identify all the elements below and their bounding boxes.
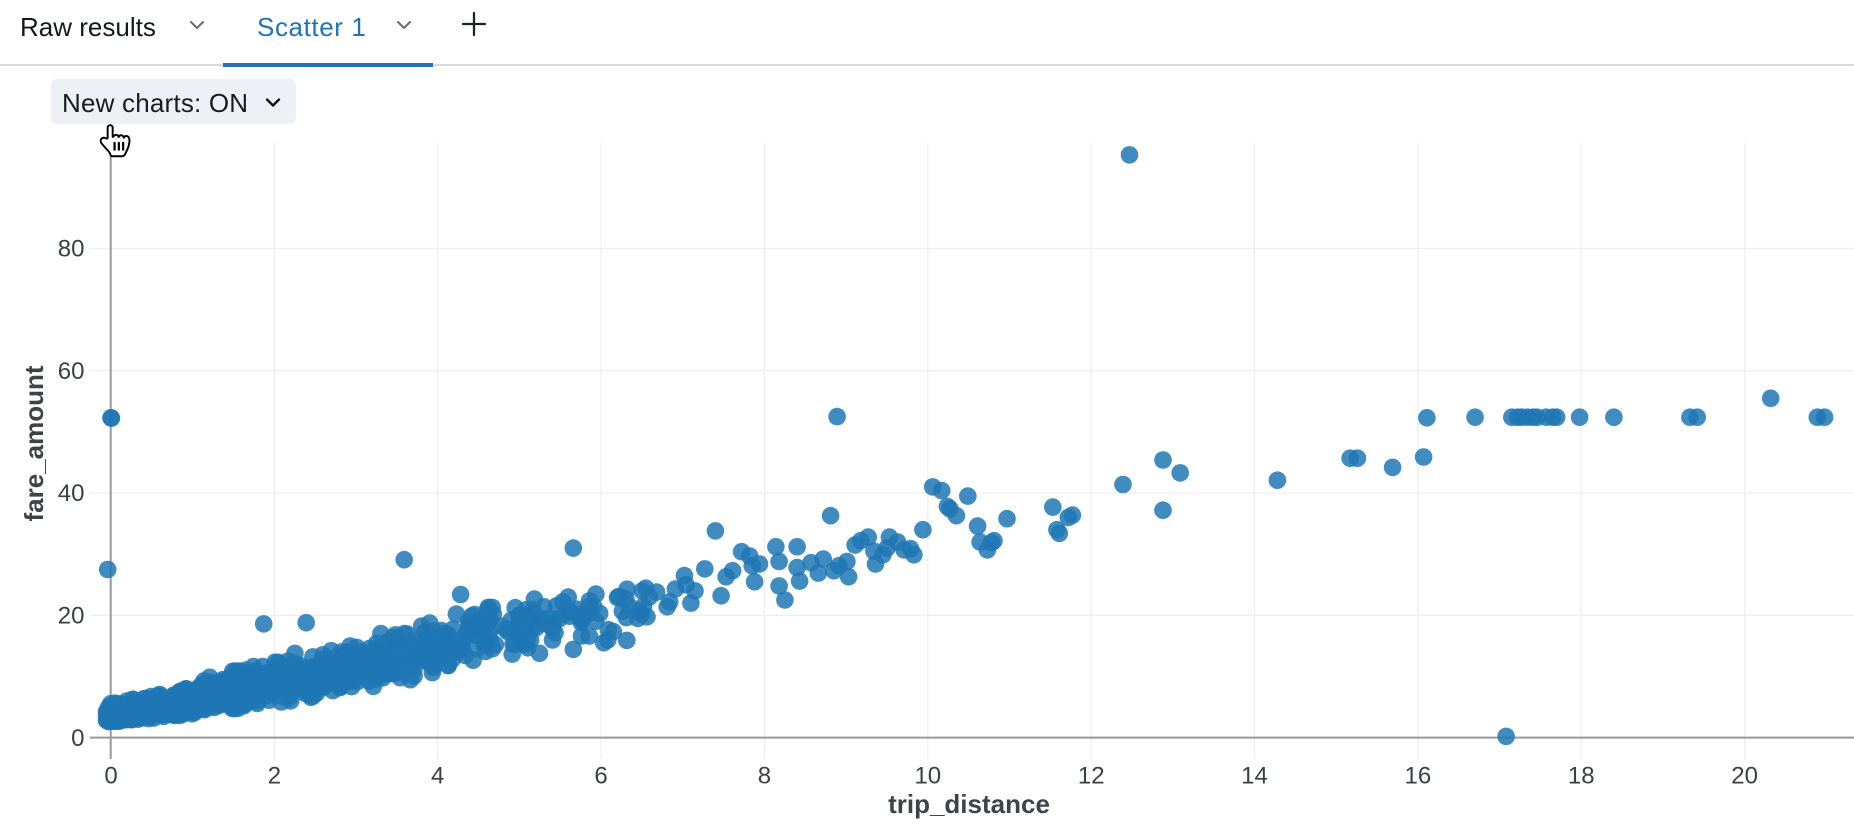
- svg-text:14: 14: [1241, 763, 1268, 790]
- svg-text:4: 4: [431, 763, 444, 790]
- svg-text:20: 20: [58, 603, 85, 630]
- svg-text:16: 16: [1405, 763, 1432, 790]
- svg-text:8: 8: [758, 763, 771, 790]
- svg-text:80: 80: [58, 236, 85, 263]
- svg-text:60: 60: [58, 358, 85, 385]
- svg-text:0: 0: [104, 763, 117, 790]
- svg-text:0: 0: [71, 725, 84, 752]
- svg-text:40: 40: [58, 480, 85, 507]
- svg-text:20: 20: [1731, 763, 1758, 790]
- svg-text:2: 2: [268, 763, 281, 790]
- svg-text:18: 18: [1568, 763, 1595, 790]
- svg-text:10: 10: [914, 763, 941, 790]
- svg-text:fare_amount: fare_amount: [19, 365, 49, 521]
- svg-text:6: 6: [594, 763, 607, 790]
- svg-text:12: 12: [1078, 763, 1105, 790]
- svg-text:trip_distance: trip_distance: [888, 789, 1050, 819]
